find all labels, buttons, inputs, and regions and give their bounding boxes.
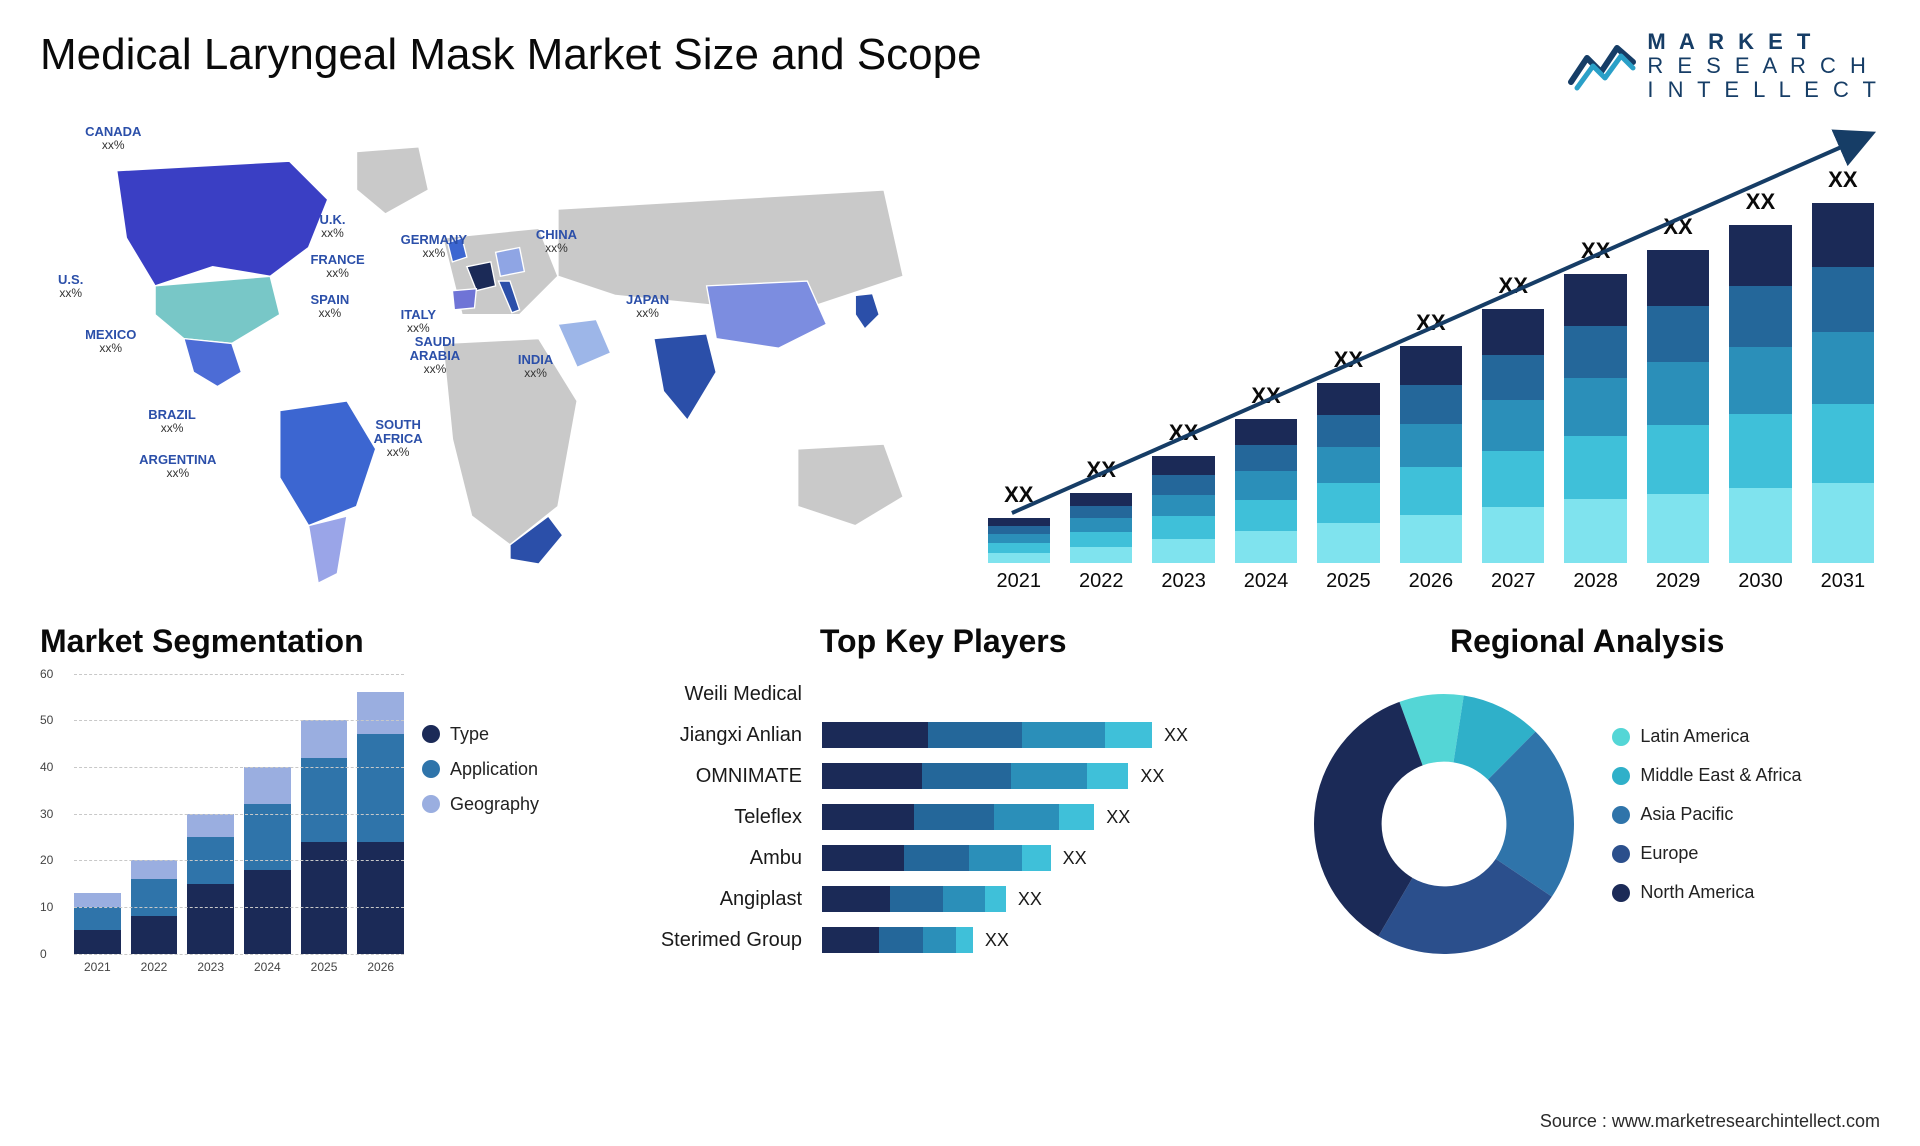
player-name: Sterimed Group (612, 920, 802, 961)
source-line: Source : www.marketresearchintellect.com (1540, 1111, 1880, 1132)
seg-x-2024: 2024 (244, 954, 291, 984)
header: Medical Laryngeal Mask Market Size and S… (40, 30, 1880, 103)
map-country-australia (798, 444, 904, 526)
map-country-canada (117, 161, 328, 286)
player-bar-row (822, 674, 1274, 715)
map-country-china (707, 281, 827, 348)
map-label-south-africa: SOUTHAFRICAxx% (374, 418, 423, 460)
player-value-label: XX (1164, 725, 1188, 746)
world-map-svg (40, 113, 942, 593)
key-players-title: Top Key Players (612, 623, 1274, 660)
player-name: Ambu (612, 838, 802, 879)
map-country-germany (496, 247, 525, 276)
brand-logo: M A R K E T R E S E A R C H I N T E L L … (1567, 30, 1880, 103)
brand-text-3: I N T E L L E C T (1647, 78, 1880, 102)
key-players-bars: XXXXXXXXXXXX (822, 674, 1274, 961)
growth-forecast-chart: XXXXXXXXXXXXXXXXXXXXXX 20212022202320242… (982, 113, 1880, 593)
region-legend-asia-pacific: Asia Pacific (1612, 804, 1801, 825)
map-label-argentina: ARGENTINAxx% (139, 453, 216, 480)
seg-ytick-60: 60 (40, 667, 53, 681)
trend-arrow-icon (982, 113, 1880, 593)
player-value-label: XX (1106, 807, 1130, 828)
player-value-label: XX (1063, 848, 1087, 869)
page-title: Medical Laryngeal Mask Market Size and S… (40, 30, 982, 80)
seg-ytick-0: 0 (40, 947, 47, 961)
player-name: Weili Medical (612, 674, 802, 715)
seg-bar-2025 (301, 720, 348, 953)
player-bar-row: XX (822, 797, 1274, 838)
seg-x-2023: 2023 (187, 954, 234, 984)
map-label-u.k.: U.K.xx% (319, 213, 345, 240)
map-label-france: FRANCExx% (310, 253, 364, 280)
map-country-india (654, 333, 716, 419)
map-label-saudi-arabia: SAUDIARABIAxx% (410, 335, 461, 377)
brand-text-1: M A R K E T (1647, 30, 1880, 54)
map-label-u.s.: U.S.xx% (58, 273, 83, 300)
seg-ytick-20: 20 (40, 853, 53, 867)
segmentation-section: Market Segmentation 2021 2022 2023 2024 2025… (40, 623, 592, 1043)
segmentation-title: Market Segmentation (40, 623, 592, 660)
map-label-mexico: MEXICOxx% (85, 328, 136, 355)
seg-x-2022: 2022 (131, 954, 178, 984)
map-label-germany: GERMANYxx% (401, 233, 467, 260)
map-country-usa (155, 276, 280, 343)
player-bar-row: XX (822, 879, 1274, 920)
map-label-india: INDIAxx% (518, 353, 553, 380)
seg-bar-2026 (357, 692, 404, 953)
map-country-africa (443, 338, 577, 544)
seg-ytick-40: 40 (40, 760, 53, 774)
map-label-japan: JAPANxx% (626, 293, 669, 320)
player-name: Jiangxi Anlian (612, 715, 802, 756)
seg-ytick-30: 30 (40, 807, 53, 821)
map-country-japan (855, 293, 879, 328)
region-legend-europe: Europe (1612, 843, 1801, 864)
map-country-greenland (357, 146, 429, 213)
seg-legend-application: Application (422, 759, 592, 780)
player-bar-row: XX (822, 715, 1274, 756)
seg-bar-2023 (187, 814, 234, 954)
map-label-canada: CANADAxx% (85, 125, 141, 152)
player-value-label: XX (985, 930, 1009, 951)
map-country-mexico (184, 338, 242, 386)
player-value-label: XX (1018, 889, 1042, 910)
map-country-saudi (558, 319, 611, 367)
segmentation-legend: Type Application Geography (422, 674, 592, 829)
regional-legend: Latin America Middle East & Africa Asia Pa… (1612, 726, 1801, 921)
seg-ytick-10: 10 (40, 900, 53, 914)
map-country-brazil (280, 401, 376, 526)
player-bar-row: XX (822, 920, 1274, 961)
map-label-brazil: BRAZILxx% (148, 408, 196, 435)
map-country-spain (452, 288, 476, 309)
regional-section: Regional Analysis Latin America Middle Ea… (1294, 623, 1880, 1043)
world-map-chart: CANADAxx% U.S.xx% MEXICOxx% BRAZILxx% ARGENT… (40, 113, 942, 593)
player-value-label: XX (1140, 766, 1164, 787)
map-country-argentina (309, 516, 347, 583)
key-players-names: Weili MedicalJiangxi AnlianOMNIMATETelef… (612, 674, 802, 961)
brand-text-2: R E S E A R C H (1647, 54, 1880, 78)
seg-legend-type: Type (422, 724, 592, 745)
player-bar-row: XX (822, 756, 1274, 797)
segmentation-chart: 202120222023202420252026 0102030405060 (40, 674, 404, 984)
region-legend-north-america: North America (1612, 882, 1801, 903)
brand-mark-icon (1567, 38, 1637, 94)
seg-x-2025: 2025 (301, 954, 348, 984)
regional-donut (1294, 674, 1594, 974)
seg-ytick-50: 50 (40, 713, 53, 727)
map-label-italy: ITALYxx% (401, 308, 436, 335)
seg-x-2026: 2026 (357, 954, 404, 984)
player-name: Teleflex (612, 797, 802, 838)
region-legend-latin-america: Latin America (1612, 726, 1801, 747)
seg-legend-geography: Geography (422, 794, 592, 815)
player-name: OMNIMATE (612, 756, 802, 797)
key-players-section: Top Key Players Weili MedicalJiangxi Anl… (612, 623, 1274, 1043)
player-bar-row: XX (822, 838, 1274, 879)
regional-title: Regional Analysis (1294, 623, 1880, 660)
map-label-china: CHINAxx% (536, 228, 577, 255)
region-legend-middle-east-africa: Middle East & Africa (1612, 765, 1801, 786)
seg-x-2021: 2021 (74, 954, 121, 984)
map-label-spain: SPAINxx% (310, 293, 349, 320)
player-name: Angiplast (612, 879, 802, 920)
seg-bar-2021 (74, 893, 121, 954)
